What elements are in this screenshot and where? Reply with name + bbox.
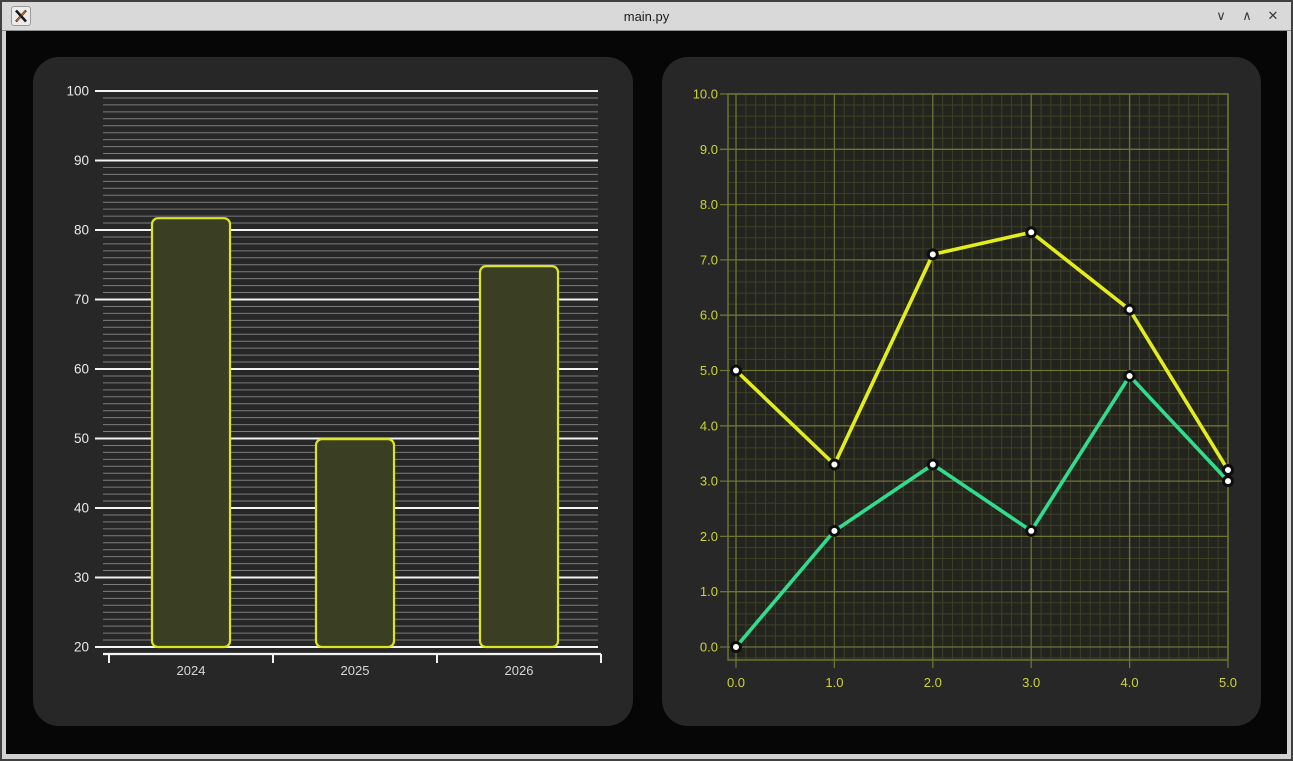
line-ytick-label: 8.0 xyxy=(700,197,718,212)
line-plot-border xyxy=(727,93,1229,661)
bar-ytick-label: 70 xyxy=(74,292,89,307)
bar-ytick-label: 60 xyxy=(74,362,89,377)
bar-ytick-label: 100 xyxy=(66,84,89,99)
line-ytick-label: 9.0 xyxy=(700,142,718,157)
line-ytick-label: 4.0 xyxy=(700,418,718,433)
x11-logo-icon[interactable] xyxy=(11,6,31,26)
bar-ytick-label: 30 xyxy=(74,570,89,585)
line-chart-panel: 0.0 1.0 2.0 3.0 4.0 5.0 0.0 1.0 2.0 3.0 4.0 5.0 6.0 7… xyxy=(662,57,1261,726)
line-ytick-label: 6.0 xyxy=(700,308,718,323)
window-title: main.py xyxy=(623,8,670,24)
line-ytick-label: 10.0 xyxy=(693,87,718,102)
line-ytick-label: 0.0 xyxy=(700,640,718,655)
line-ytick-label: 1.0 xyxy=(700,584,718,599)
bar-2026 xyxy=(478,265,560,649)
line-xtick-label: 0.0 xyxy=(727,675,745,690)
close-button[interactable]: ✕ xyxy=(1267,8,1279,23)
bar-ytick-label: 80 xyxy=(74,223,89,238)
line-xtick-label: 4.0 xyxy=(1121,675,1139,690)
line-series xyxy=(734,230,1230,649)
bar-xtick-labels: 2024 2025 2026 xyxy=(177,663,534,678)
yellow-series-line xyxy=(734,230,1230,472)
bar-series xyxy=(150,217,560,649)
green-series-marker xyxy=(926,458,939,471)
bar-2024 xyxy=(150,217,232,649)
bar-chart-panel: 20 30 40 50 60 70 80 90 100 2024 2025 2026 xyxy=(33,57,633,726)
line-xtick-label: 5.0 xyxy=(1219,675,1237,690)
line-major-gridlines xyxy=(720,93,1229,668)
green-series-line xyxy=(734,374,1230,649)
line-ytick-labels: 0.0 1.0 2.0 3.0 4.0 5.0 6.0 7.0 8.0 9.0 10.0 xyxy=(693,87,718,655)
bar-ytick-label: 50 xyxy=(74,431,89,446)
green-series-marker xyxy=(730,641,742,653)
line-xtick-label: 1.0 xyxy=(825,675,843,690)
line-plot-area xyxy=(728,94,1228,660)
x11-logo-glyph xyxy=(15,9,27,23)
line-xtick-label: 3.0 xyxy=(1022,675,1040,690)
line-ytick-label: 7.0 xyxy=(700,252,718,267)
window-frame: 20 30 40 50 60 70 80 90 100 2024 2025 2026 0.0 1.0 2.… xyxy=(2,31,1291,759)
bar-chart: 20 30 40 50 60 70 80 90 100 2024 2025 2026 xyxy=(66,84,602,678)
yellow-series-marker xyxy=(1123,303,1136,316)
green-series-marker xyxy=(828,524,841,537)
bar-2025 xyxy=(314,438,396,649)
bar-xtick-label: 2025 xyxy=(341,663,370,678)
line-xtick-labels: 0.0 1.0 2.0 3.0 4.0 5.0 xyxy=(727,675,1237,690)
line-ytick-label: 2.0 xyxy=(700,529,718,544)
line-chart: 0.0 1.0 2.0 3.0 4.0 5.0 0.0 1.0 2.0 3.0 4.0 5.0 6.0 7… xyxy=(693,87,1237,691)
line-xtick-label: 2.0 xyxy=(924,675,942,690)
bar-ytick-labels: 20 30 40 50 60 70 80 90 100 xyxy=(66,84,89,655)
bar-ytick-label: 40 xyxy=(74,501,89,516)
bar-x-axis xyxy=(103,652,602,663)
line-ytick-label: 5.0 xyxy=(700,363,718,378)
window-controls: ∨ ∧ ✕ xyxy=(1213,2,1281,30)
bar-ytick-label: 90 xyxy=(74,153,89,168)
maximize-button[interactable]: ∧ xyxy=(1242,8,1252,23)
green-series-marker xyxy=(1025,524,1038,537)
green-series-marker xyxy=(1123,370,1136,383)
bar-xtick-label: 2026 xyxy=(505,663,534,678)
yellow-series-marker xyxy=(1025,226,1038,239)
yellow-series-marker xyxy=(828,458,841,471)
green-series-marker xyxy=(1222,475,1234,488)
yellow-series-marker xyxy=(926,248,939,261)
minimize-button[interactable]: ∨ xyxy=(1216,8,1226,23)
yellow-series-marker xyxy=(1222,464,1234,477)
yellow-series-marker xyxy=(730,364,742,377)
bar-xtick-label: 2024 xyxy=(177,663,206,678)
bar-ytick-label: 20 xyxy=(74,640,89,655)
titlebar: main.py ∨ ∧ ✕ xyxy=(2,2,1291,31)
line-ytick-label: 3.0 xyxy=(700,474,718,489)
data-point-markers xyxy=(730,226,1234,653)
